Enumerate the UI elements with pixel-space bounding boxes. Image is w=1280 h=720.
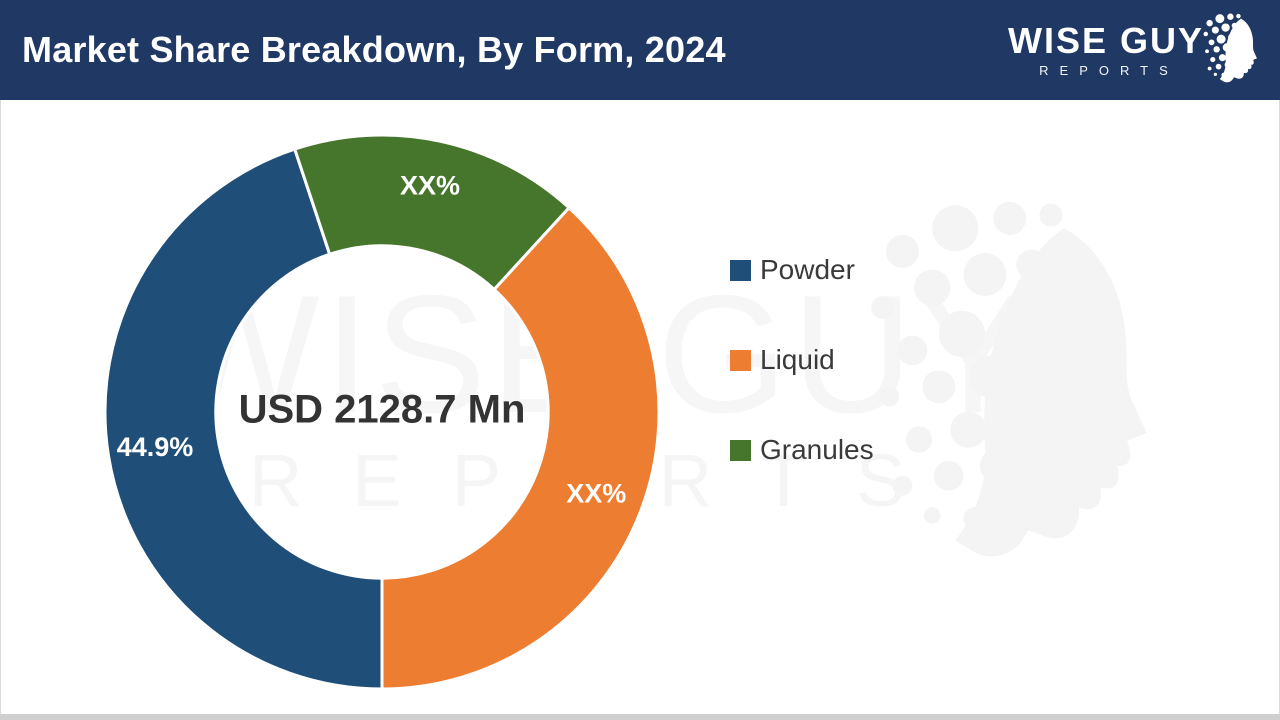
legend-label-powder: Powder — [760, 254, 855, 285]
legend-swatch-powder — [730, 259, 751, 281]
brand-logo: WISE GUY REPORTS — [1008, 11, 1264, 89]
brand-logo-text: WISE GUY REPORTS — [1007, 20, 1204, 79]
donut-segment-powder — [103, 147, 384, 691]
header-bar: Market Share Breakdown, By Form, 2024 WI… — [0, 0, 1280, 100]
dotted-head-icon — [1200, 11, 1264, 89]
watermark-head-icon — [853, 192, 1183, 588]
donut-segment-granules — [293, 133, 571, 291]
donut-chart: 44.9% XX% XX% — [103, 133, 661, 691]
donut-center-value: USD 2128.7 Mn — [238, 387, 526, 432]
donut-label-liquid: XX% — [566, 478, 626, 508]
legend-label-liquid: Liquid — [760, 344, 835, 375]
legend-item-liquid: Liquid — [730, 346, 874, 374]
chart-area: WISE GUY REPORTS 44.9%XX%XX% USD 2128.7 … — [0, 100, 1280, 714]
donut-label-granules: XX% — [400, 170, 460, 200]
legend-label-granules: Granules — [760, 434, 874, 465]
legend-item-powder: Powder — [730, 256, 874, 284]
brand-name: WISE GUY — [1007, 20, 1204, 61]
page-title: Market Share Breakdown, By Form, 2024 — [22, 29, 726, 70]
legend-item-granules: Granules — [730, 436, 874, 464]
donut-segment-liquid — [380, 206, 661, 691]
legend: Powder Liquid Granules — [730, 256, 874, 526]
footer-strip — [0, 714, 1280, 720]
legend-swatch-liquid — [730, 349, 751, 371]
legend-swatch-granules — [730, 439, 751, 461]
donut-label-powder: 44.9% — [117, 432, 194, 462]
brand-subname: REPORTS — [1039, 63, 1179, 78]
